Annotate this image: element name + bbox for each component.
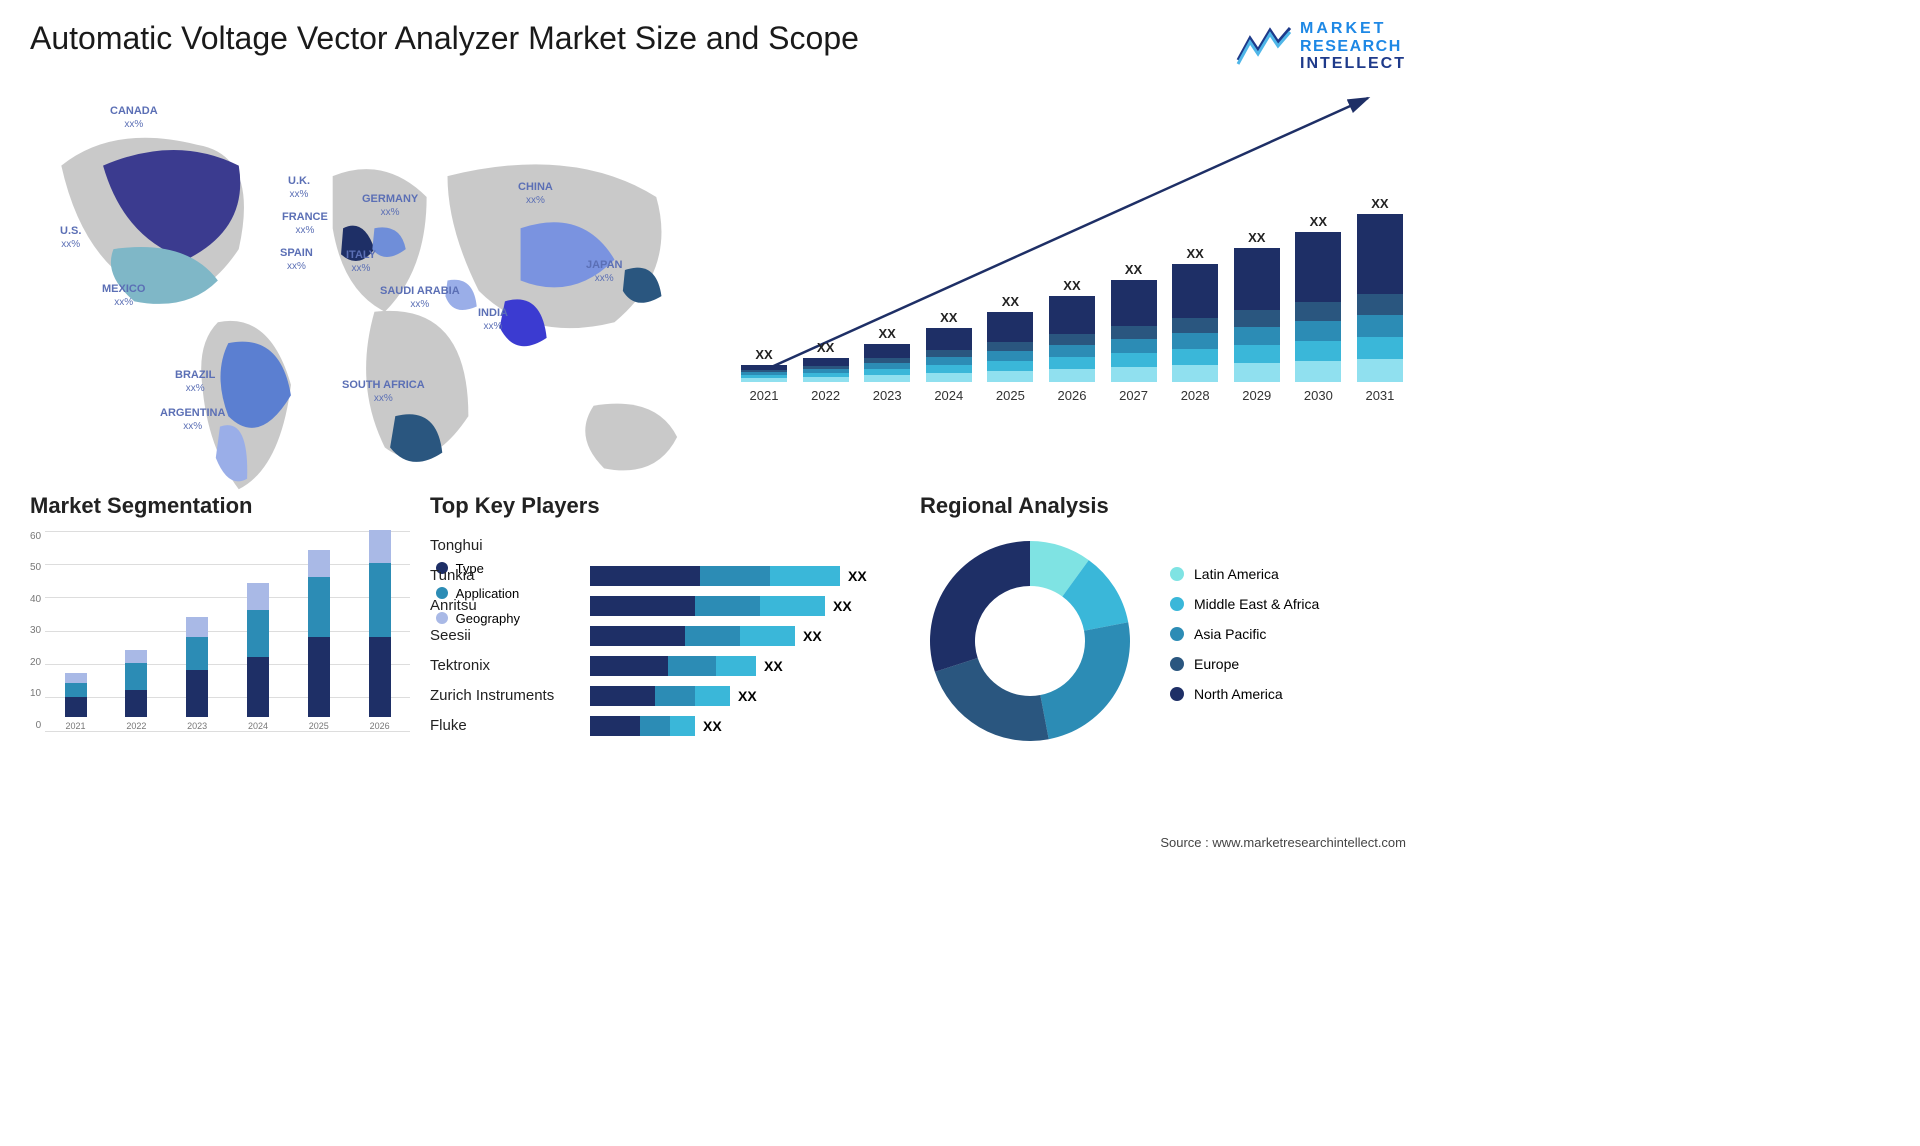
- map-label: INDIAxx%: [478, 307, 508, 333]
- key-players-title: Top Key Players: [430, 493, 900, 519]
- donut-slice: [930, 541, 1030, 672]
- regional-legend: Latin America Middle East & Africa Asia Pa…: [1170, 566, 1319, 716]
- legend-item: Europe: [1170, 656, 1319, 672]
- source-attribution: Source : www.marketresearchintellect.com: [1160, 835, 1406, 850]
- legend-item: Middle East & Africa: [1170, 596, 1319, 612]
- logo-line2: RESEARCH: [1300, 38, 1406, 56]
- donut-slice: [935, 658, 1049, 741]
- logo-line3: INTELLECT: [1300, 55, 1406, 73]
- segmentation-panel: Market Segmentation 6050403020100 202120…: [30, 493, 410, 771]
- forecast-bar: XX2024: [923, 310, 975, 403]
- player-bar: XX: [590, 681, 900, 711]
- map-label: JAPANxx%: [586, 259, 622, 285]
- player-name: Anritsu: [430, 591, 580, 621]
- forecast-bar: XX2031: [1354, 196, 1406, 403]
- player-bar: XX: [590, 591, 900, 621]
- key-players-panel: Top Key Players TonghuiTunkiaAnritsuSees…: [430, 493, 900, 771]
- forecast-bar: XX2022: [800, 340, 852, 403]
- logo-line1: MARKET: [1300, 20, 1406, 38]
- map-label: U.K.xx%: [288, 175, 310, 201]
- map-label: SPAINxx%: [280, 247, 313, 273]
- regional-donut-chart: [920, 531, 1140, 751]
- segmentation-bar: 2026: [366, 530, 394, 731]
- legend-item: Asia Pacific: [1170, 626, 1319, 642]
- forecast-bar: XX2026: [1046, 278, 1098, 403]
- forecast-bar: XX2030: [1292, 214, 1344, 403]
- segmentation-bar: 2025: [305, 550, 333, 731]
- map-label: CHINAxx%: [518, 181, 553, 207]
- world-map-panel: CANADAxx% U.S.xx% MEXICOxx% BRAZILxx% ARGENT…: [30, 83, 698, 463]
- map-label: FRANCExx%: [282, 211, 328, 237]
- segmentation-bar: 2024: [244, 583, 272, 730]
- forecast-bar: XX2021: [738, 347, 790, 403]
- player-bar: XX: [590, 621, 900, 651]
- forecast-bar: XX2027: [1108, 262, 1160, 403]
- map-label: SAUDI ARABIAxx%: [380, 285, 460, 311]
- forecast-bar: XX2028: [1169, 246, 1221, 403]
- forecast-bar: XX2025: [984, 294, 1036, 403]
- legend-item: North America: [1170, 686, 1319, 702]
- map-label: MEXICOxx%: [102, 283, 145, 309]
- regional-title: Regional Analysis: [920, 493, 1406, 519]
- brand-logo: MARKET RESEARCH INTELLECT: [1236, 20, 1406, 73]
- regional-panel: Regional Analysis Latin America Middle Ea…: [920, 493, 1406, 771]
- segmentation-bar: 2023: [183, 617, 211, 731]
- map-label: BRAZILxx%: [175, 369, 215, 395]
- player-bar: XX: [590, 711, 900, 741]
- player-name: Tektronix: [430, 651, 580, 681]
- map-label: ARGENTINAxx%: [160, 407, 225, 433]
- player-name: Fluke: [430, 711, 580, 741]
- forecast-bar: XX2023: [861, 326, 913, 403]
- segmentation-bar: 2022: [122, 650, 150, 731]
- segmentation-bar: 2021: [62, 673, 90, 730]
- segmentation-title: Market Segmentation: [30, 493, 410, 519]
- map-label: SOUTH AFRICAxx%: [342, 379, 425, 405]
- player-bar: XX: [590, 651, 900, 681]
- player-name: Zurich Instruments: [430, 681, 580, 711]
- player-bar: XX: [590, 561, 900, 591]
- player-name: Tunkia: [430, 561, 580, 591]
- donut-slice: [1040, 622, 1130, 739]
- legend-item: Latin America: [1170, 566, 1319, 582]
- map-label: U.S.xx%: [60, 225, 81, 251]
- forecast-bar: XX2029: [1231, 230, 1283, 403]
- map-label: ITALYxx%: [346, 249, 376, 275]
- forecast-chart-panel: XX2021XX2022XX2023XX2024XX2025XX2026XX20…: [738, 83, 1406, 463]
- map-label: GERMANYxx%: [362, 193, 418, 219]
- map-label: CANADAxx%: [110, 105, 158, 131]
- player-name: Seesii: [430, 621, 580, 651]
- page-title: Automatic Voltage Vector Analyzer Market…: [30, 20, 859, 57]
